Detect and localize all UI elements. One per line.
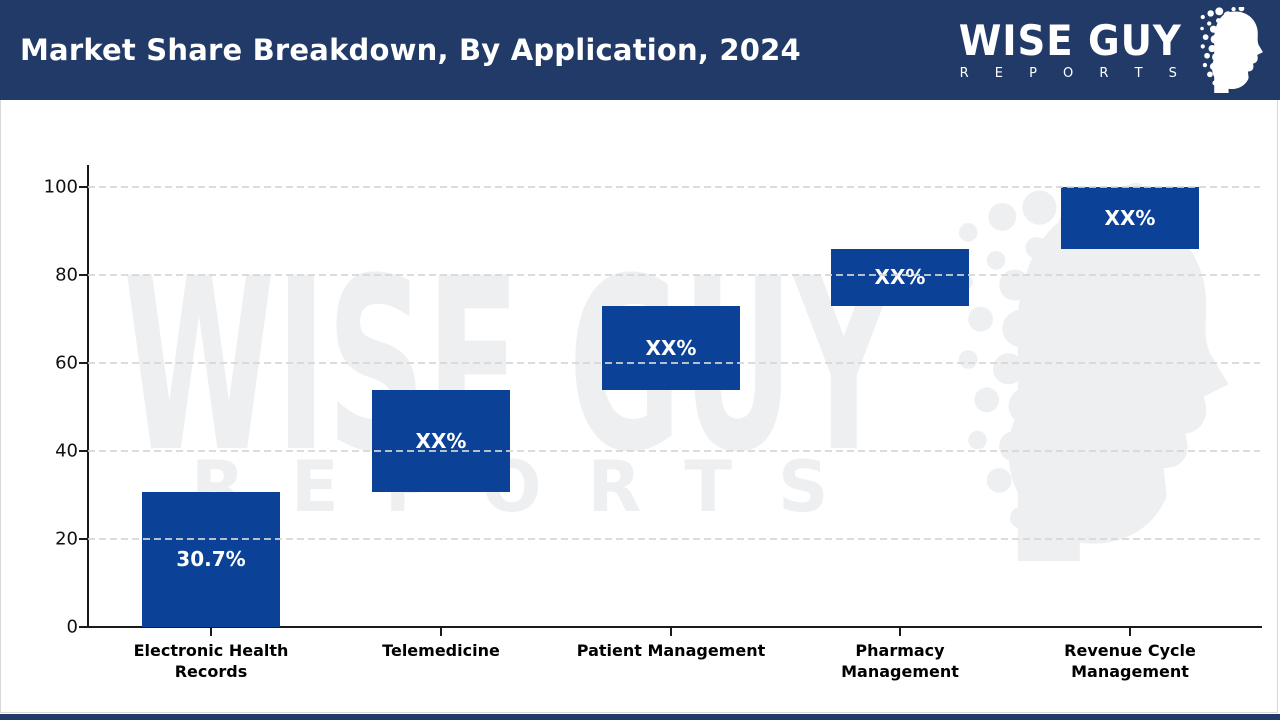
x-tick-mark: [670, 628, 672, 636]
y-axis-line: [87, 165, 89, 628]
y-tick-mark: [79, 449, 87, 452]
y-tick-mark: [79, 185, 87, 188]
logo-text: WISE GUY R E P O R T S: [949, 16, 1192, 81]
y-tick-label: 40: [55, 440, 78, 462]
bar-value-label: 30.7%: [176, 547, 246, 572]
gridline: [88, 273, 1260, 276]
x-category-label: Telemedicine: [326, 640, 556, 661]
gridline: [88, 537, 1260, 540]
y-tick-mark: [79, 537, 87, 540]
wiseguy-logo: WISE GUY R E P O R T S: [949, 7, 1266, 93]
bar-patient-management: XX%: [602, 305, 740, 390]
x-category-label-line: Management: [1071, 662, 1189, 681]
x-axis-line: [87, 626, 1262, 628]
x-tick-mark: [210, 628, 212, 636]
bar-pharmacy-management: XX%: [831, 248, 969, 306]
bar-electronic-health-records: 30.7%: [142, 491, 280, 627]
y-tick-mark: [79, 626, 87, 628]
x-category-label: Patient Management: [556, 640, 786, 661]
x-tick-mark: [899, 628, 901, 636]
bar-value-label: XX%: [645, 335, 697, 360]
watermark-text-2: REPORTS: [191, 446, 875, 528]
y-tick-label: 0: [66, 616, 78, 638]
x-tick-mark: [440, 628, 442, 636]
y-tick-label: 80: [55, 264, 78, 286]
bar-value-label: XX%: [415, 428, 467, 453]
page-title: Market Share Breakdown, By Application, …: [20, 33, 801, 67]
logo-wordmark: WISE GUY: [959, 16, 1183, 65]
x-category-label-line: Pharmacy: [855, 641, 945, 660]
bar-value-label: XX%: [874, 265, 926, 290]
gridline: [88, 449, 1260, 452]
x-category-label-line: Management: [841, 662, 959, 681]
bar-value-label: XX%: [1104, 205, 1156, 230]
x-category-label-line: Electronic Health: [133, 641, 289, 660]
y-tick-label: 60: [55, 352, 78, 374]
x-category-label-line: Telemedicine: [382, 641, 500, 660]
x-category-label: Electronic Health Records: [96, 640, 326, 682]
bar-revenue-cycle-management: XX%: [1061, 186, 1199, 249]
x-category-label-line: Records: [174, 662, 248, 681]
y-tick-mark: [79, 361, 87, 364]
x-tick-mark: [1129, 628, 1131, 636]
x-category-label-line: Revenue Cycle: [1064, 641, 1196, 660]
wiseguy-face-icon: [1200, 7, 1263, 93]
y-tick-label: 100: [43, 176, 78, 197]
footer-bar: [0, 714, 1280, 720]
y-tick-label: 20: [55, 528, 78, 550]
x-category-label-line: Patient Management: [576, 641, 766, 660]
bar-telemedicine: XX%: [372, 390, 510, 492]
header-bar: Market Share Breakdown, By Application, …: [0, 0, 1280, 100]
y-tick-mark: [79, 273, 87, 276]
logo-subtext: R E P O R T S: [959, 66, 1188, 81]
gridline: [88, 361, 1260, 364]
gridline: [88, 185, 1260, 188]
x-category-label: Pharmacy Management: [785, 640, 1015, 682]
x-category-label: Revenue Cycle Management: [1015, 640, 1245, 682]
